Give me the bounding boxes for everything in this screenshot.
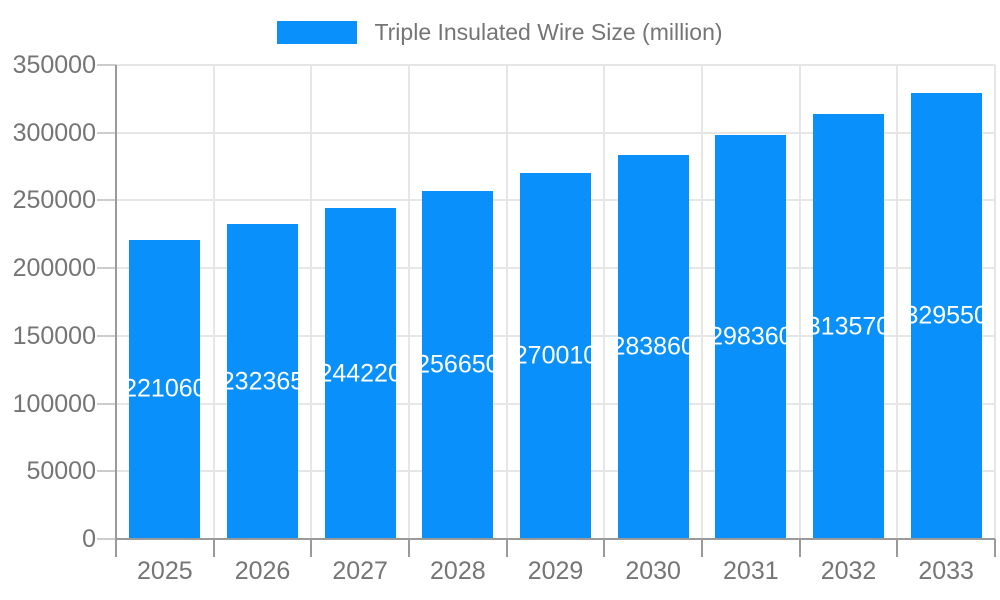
bar-2026[interactable]: 232365: [227, 224, 298, 539]
y-axis-tick: [97, 267, 116, 270]
x-axis-tick: [798, 539, 801, 557]
bar-value-label: 270010: [520, 341, 591, 370]
y-axis-tick: [97, 334, 116, 337]
bar-value-label: 221060: [129, 374, 201, 403]
x-axis-label: 2031: [723, 557, 779, 585]
v-gridline: [505, 65, 508, 539]
v-gridline: [408, 65, 410, 539]
bar-value-label: 244220: [324, 359, 396, 388]
y-axis-line: [115, 65, 117, 539]
bar-value-label: 329550: [910, 301, 982, 330]
x-axis-tick: [603, 539, 606, 557]
x-axis-tick: [212, 539, 215, 557]
bar-2031[interactable]: 298360: [715, 134, 787, 539]
x-axis-label: 2033: [918, 557, 974, 585]
x-axis-tick: [310, 539, 313, 557]
bar-2030[interactable]: 283860: [617, 154, 689, 539]
x-axis-label: 2030: [625, 557, 681, 585]
x-axis-tick: [115, 539, 117, 557]
y-axis-label: 300000: [12, 118, 96, 147]
bar-value-label: 256650: [422, 350, 494, 379]
v-gridline: [798, 65, 801, 539]
y-axis-label: 0: [82, 525, 96, 553]
x-axis-label: 2029: [527, 557, 584, 585]
x-axis-line: [116, 538, 995, 540]
y-axis-tick: [97, 470, 116, 473]
x-axis-label: 2026: [234, 557, 291, 585]
bar-2028[interactable]: 256650: [422, 191, 494, 539]
bar-value-label: 232365: [227, 367, 298, 396]
x-axis-label: 2027: [332, 557, 388, 585]
bar-value-label: 313570: [813, 312, 884, 341]
x-axis-label: 2025: [137, 557, 193, 585]
v-gridline: [603, 65, 606, 539]
y-axis-label: 50000: [26, 457, 96, 486]
bar-2027[interactable]: 244220: [324, 208, 396, 539]
v-gridline: [701, 65, 703, 539]
x-axis-tick: [994, 539, 996, 557]
x-axis-tick: [505, 539, 508, 557]
y-axis-label: 200000: [12, 254, 96, 283]
h-gridline: [116, 64, 995, 66]
y-axis-label: 350000: [12, 51, 96, 79]
bar-2033[interactable]: 329550: [910, 92, 982, 539]
y-axis-label: 150000: [12, 321, 96, 350]
y-axis-tick: [97, 402, 116, 405]
y-axis-label: 250000: [12, 186, 96, 215]
y-axis-tick: [97, 131, 116, 134]
v-gridline: [896, 65, 899, 539]
h-gridline: [116, 131, 995, 134]
bar-value-label: 283860: [617, 332, 689, 361]
y-axis-label: 100000: [12, 389, 96, 418]
y-axis-tick: [97, 64, 116, 66]
v-gridline: [994, 65, 996, 539]
x-axis-label: 2032: [820, 557, 877, 585]
x-axis-tick: [408, 539, 410, 557]
legend-item[interactable]: Triple Insulated Wire Size (million): [0, 18, 1000, 46]
bar-value-label: 298360: [715, 322, 787, 351]
v-gridline: [310, 65, 313, 539]
y-axis-tick: [97, 538, 116, 540]
x-axis-tick: [896, 539, 899, 557]
y-axis-tick: [97, 199, 116, 202]
bar-2032[interactable]: 313570: [813, 114, 884, 539]
v-gridline: [212, 65, 215, 539]
bar-2029[interactable]: 270010: [520, 173, 591, 539]
bar-2025[interactable]: 221060: [129, 239, 201, 539]
legend-swatch-icon: [277, 20, 358, 44]
x-axis-label: 2028: [430, 557, 486, 585]
x-axis-tick: [701, 539, 703, 557]
legend-label: Triple Insulated Wire Size (million): [374, 18, 723, 45]
